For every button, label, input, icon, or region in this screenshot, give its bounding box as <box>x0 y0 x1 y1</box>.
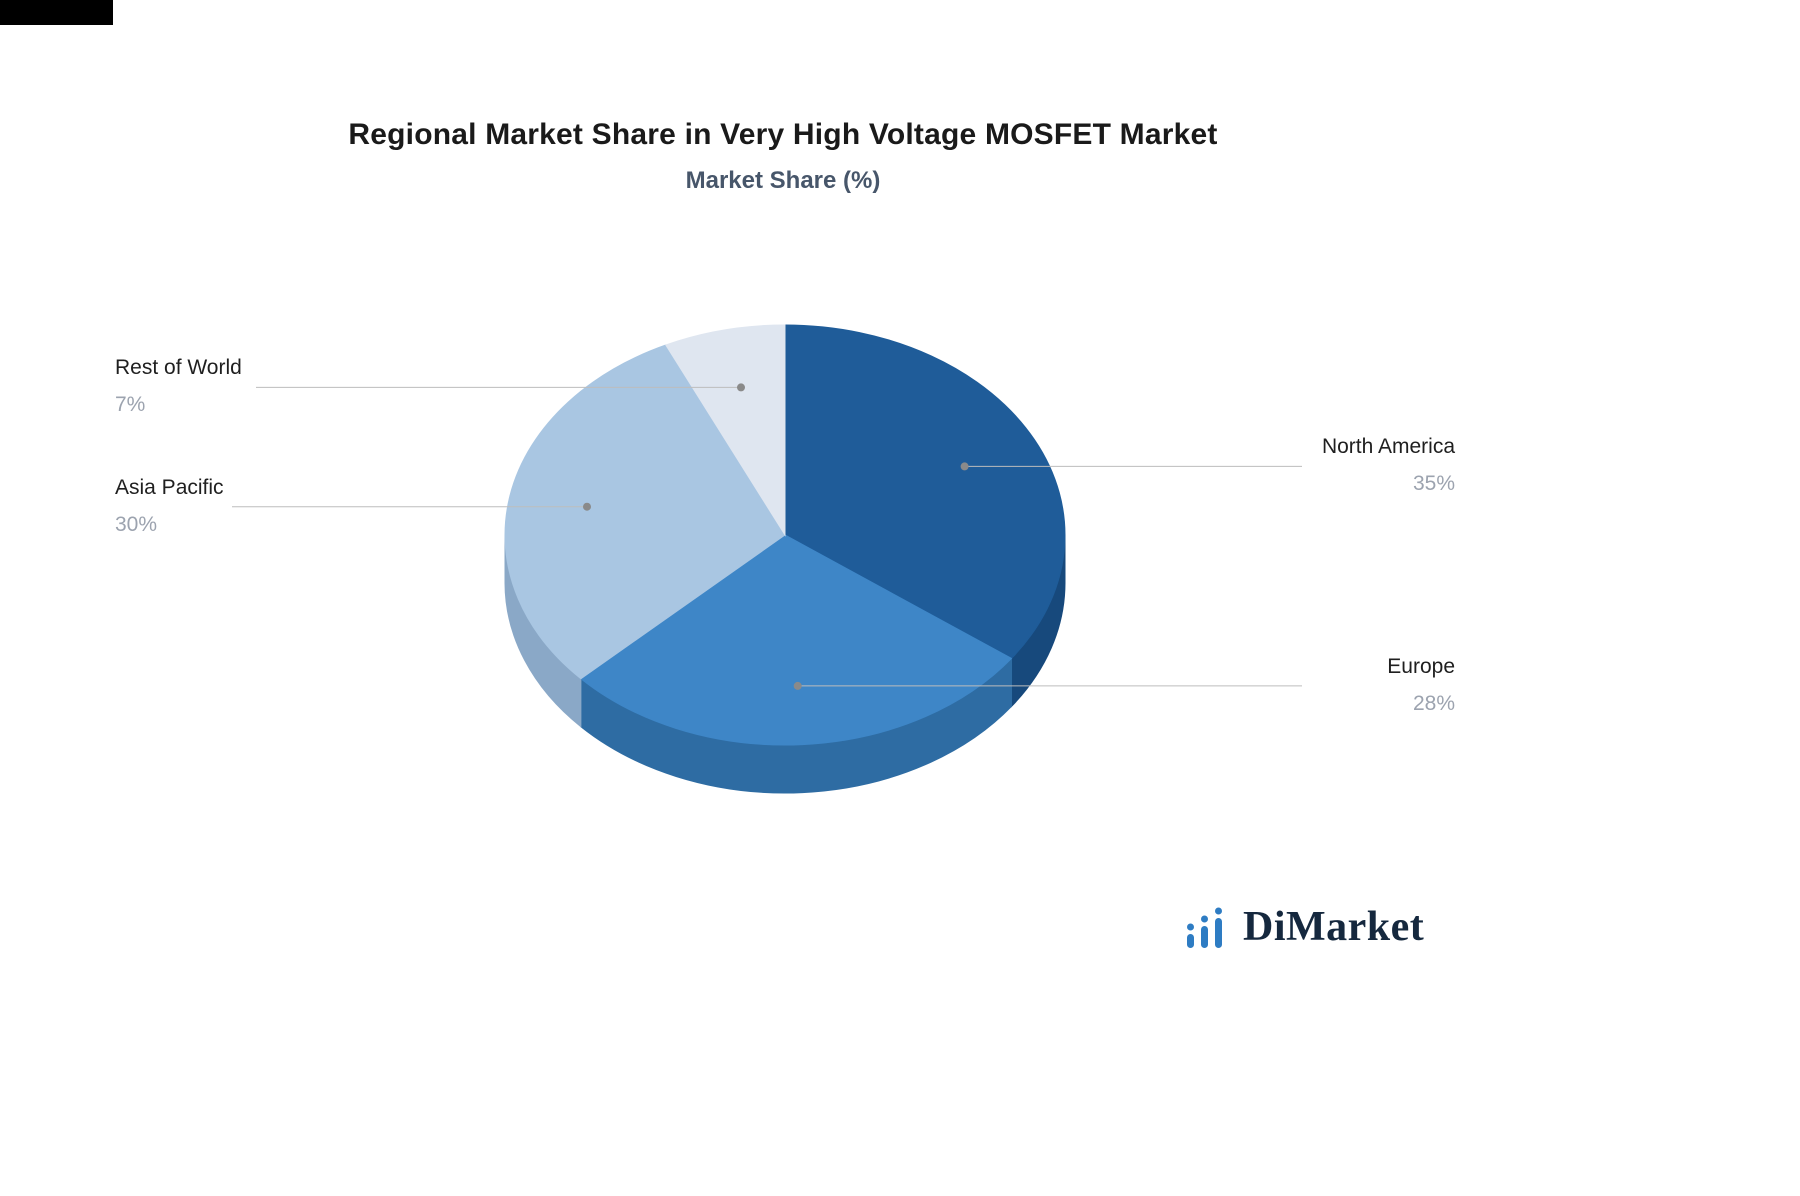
chart-title: Regional Market Share in Very High Volta… <box>348 118 1218 151</box>
brand-name: DiMarket <box>1243 904 1425 950</box>
callout-label: Asia Pacific <box>115 475 224 499</box>
callout-asia-pacific: Asia Pacific 30% <box>115 475 535 538</box>
chart-subtitle: Market Share (%) <box>685 167 881 194</box>
callout-value: 7% <box>115 393 146 417</box>
pie-slice-asia-pacific[interactable] <box>504 344 786 680</box>
callout-north-america: North America 35% <box>1035 434 1455 497</box>
bar-chart-logo-icon <box>1185 904 1231 950</box>
pie-slice-europe[interactable] <box>580 534 1013 746</box>
callout-dot-asia-pacific <box>583 502 591 511</box>
pie-slice-north-america[interactable] <box>784 324 1066 660</box>
callout-dot-north-america <box>960 462 969 471</box>
callout-dot-rest-of-world <box>737 383 745 392</box>
top-left-black-bar <box>0 0 113 25</box>
callout-value: 35% <box>1412 472 1455 496</box>
callout-label: North America <box>1321 435 1455 459</box>
callout-value: 28% <box>1412 691 1455 715</box>
callout-value: 30% <box>115 512 158 536</box>
callout-dot-europe <box>793 681 802 690</box>
callout-rest-of-world: Rest of World 7% <box>115 355 535 418</box>
callout-europe: Europe 28% <box>1035 654 1455 717</box>
callout-label: Rest of World <box>115 356 242 380</box>
callout-label: Europe <box>1387 654 1455 678</box>
pie-slice-rest-of-world[interactable] <box>665 324 786 537</box>
brand-logo: DiMarket <box>1185 903 1424 951</box>
